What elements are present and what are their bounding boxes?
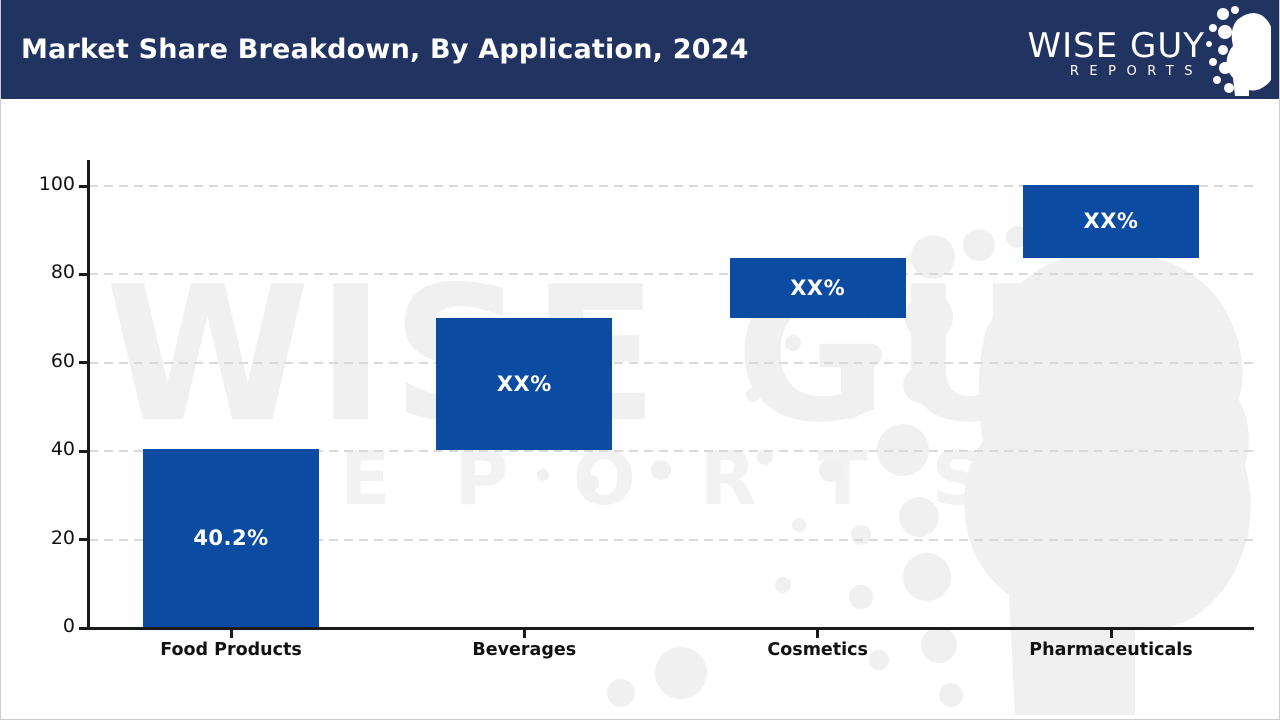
y-tick-mark xyxy=(79,184,88,188)
x-tick-mark xyxy=(522,629,526,638)
y-tick-label: 0 xyxy=(62,615,75,637)
brand-logo-subtext: REPORTS xyxy=(1069,64,1203,79)
bar-cosmetics: XX% xyxy=(729,257,906,318)
bar-value-label: XX% xyxy=(1083,209,1139,234)
y-tick-label: 80 xyxy=(50,261,75,284)
bar-food-products: 40.2% xyxy=(143,449,319,627)
x-tick-mark xyxy=(816,629,820,638)
y-tick-mark xyxy=(79,449,88,453)
brand-logo-head-icon xyxy=(1206,6,1271,96)
y-gridline xyxy=(89,273,1254,276)
y-tick-mark xyxy=(79,538,88,542)
bar-beverages: XX% xyxy=(436,317,613,451)
x-tick-mark xyxy=(1109,629,1113,638)
y-gridline xyxy=(89,185,1254,187)
y-tick-mark xyxy=(79,626,88,630)
chart-title: Market Share Breakdown, By Application, … xyxy=(21,34,749,65)
y-tick-label: 60 xyxy=(50,349,75,372)
y-tick-label: 20 xyxy=(50,526,75,549)
bar-value-label: XX% xyxy=(496,371,552,396)
x-tick-mark xyxy=(229,629,233,638)
brand-logo: WISE GUY REPORTS xyxy=(1003,0,1273,99)
x-axis-label: Cosmetics xyxy=(767,640,868,660)
y-gridline xyxy=(89,538,1254,541)
bar-pharmaceuticals: XX% xyxy=(1023,185,1199,258)
watermark-face-icon xyxy=(537,226,1251,715)
y-tick-mark xyxy=(79,272,88,276)
y-gridline xyxy=(89,450,1254,453)
watermark-reports-text: REPORTS xyxy=(219,436,1050,522)
x-axis-label: Beverages xyxy=(472,640,577,660)
x-axis-label: Pharmaceuticals xyxy=(1029,640,1193,660)
y-tick-mark xyxy=(79,361,88,365)
x-axis-label: Food Products xyxy=(160,640,302,660)
y-axis-line xyxy=(87,160,90,630)
y-tick-label: 100 xyxy=(38,173,75,195)
bar-value-label: XX% xyxy=(790,275,846,300)
y-tick-label: 40 xyxy=(50,438,75,461)
x-axis-line xyxy=(87,627,1254,630)
y-gridline xyxy=(89,361,1254,364)
header-band: Market Share Breakdown, By Application, … xyxy=(1,0,1279,99)
brand-logo-wordmark: WISE GUY xyxy=(1027,26,1205,66)
bar-value-label: 40.2% xyxy=(193,526,269,551)
